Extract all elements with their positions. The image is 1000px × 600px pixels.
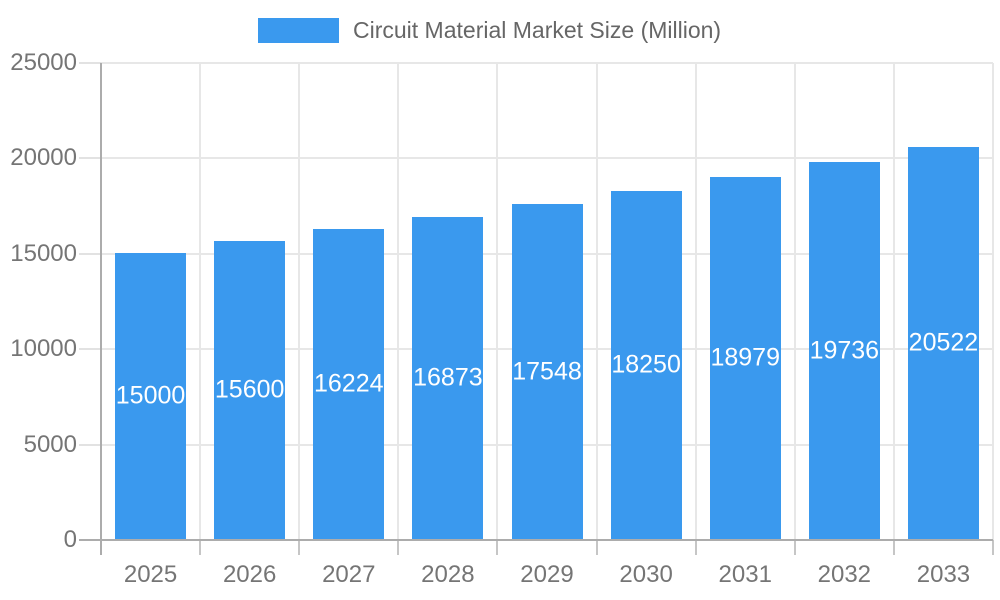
bar-value-label: 18979 — [710, 343, 780, 372]
x-tick-label: 2032 — [817, 561, 872, 588]
x-axis-tick — [199, 540, 202, 555]
y-axis-tick — [79, 348, 101, 351]
x-gridline — [793, 63, 796, 540]
legend-label: Circuit Material Market Size (Million) — [353, 17, 722, 43]
bar — [511, 204, 583, 539]
y-axis-tick — [79, 252, 101, 255]
bar-value-label: 19736 — [809, 336, 880, 365]
y-gridline — [101, 157, 993, 160]
x-tick-label: 2026 — [222, 561, 277, 588]
bar — [115, 252, 187, 539]
x-gridline — [496, 63, 499, 540]
x-tick-label: 2033 — [916, 561, 971, 588]
x-gridline — [992, 63, 994, 540]
bar-value-label: 18250 — [611, 350, 681, 379]
bar-value-label: 15000 — [115, 381, 186, 410]
y-gridline — [101, 62, 993, 64]
bar-value-label: 16873 — [413, 363, 483, 392]
x-tick-label: 2028 — [421, 561, 475, 588]
bar — [610, 190, 682, 539]
x-axis-tick — [992, 540, 994, 555]
x-axis-tick — [793, 540, 796, 555]
y-axis-tick — [79, 62, 101, 64]
y-tick-label: 10000 — [10, 335, 77, 363]
x-gridline — [199, 63, 202, 540]
x-axis-tick — [892, 540, 895, 555]
y-tick-label: 15000 — [10, 239, 77, 267]
x-axis-tick — [397, 540, 400, 555]
bar — [214, 241, 286, 539]
x-axis-tick — [496, 540, 499, 555]
legend-swatch — [258, 18, 339, 43]
y-tick-label: 25000 — [10, 49, 77, 76]
x-axis-line — [79, 539, 993, 541]
x-gridline — [892, 63, 895, 540]
bar — [412, 217, 484, 539]
y-tick-label: 5000 — [23, 430, 77, 458]
bar — [907, 147, 979, 539]
bar — [313, 229, 385, 539]
bar-value-label: 17548 — [512, 357, 582, 386]
y-tick-label: 0 — [63, 526, 77, 553]
x-tick-label: 2027 — [322, 561, 376, 588]
x-tick-label: 2030 — [619, 561, 673, 588]
y-tick-label: 20000 — [10, 144, 77, 172]
bar-value-label: 16224 — [314, 369, 384, 398]
x-tick-label: 2029 — [520, 561, 574, 588]
x-gridline — [397, 63, 400, 540]
x-gridline — [298, 63, 301, 540]
bar-value-label: 20522 — [908, 328, 979, 357]
x-tick-label: 2025 — [123, 561, 178, 588]
legend-item[interactable]: Circuit Material Market Size (Million) — [258, 17, 721, 44]
x-tick-label: 2031 — [718, 561, 772, 588]
x-axis-tick — [298, 540, 301, 555]
x-axis-tick — [595, 540, 598, 555]
y-axis-line — [100, 63, 102, 555]
y-axis-tick — [79, 443, 101, 446]
x-gridline — [694, 63, 697, 540]
x-axis-tick — [694, 540, 697, 555]
bar-value-label: 15600 — [214, 375, 285, 404]
y-axis-tick — [79, 157, 101, 160]
bar — [808, 162, 880, 539]
x-gridline — [595, 63, 598, 540]
bar — [709, 176, 781, 539]
